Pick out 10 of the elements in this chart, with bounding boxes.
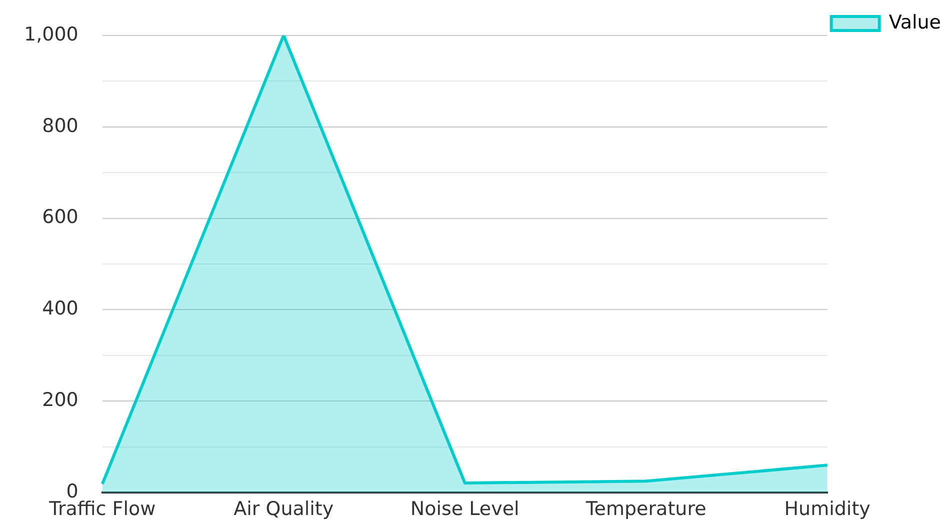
x-tick-label: Temperature <box>584 498 706 520</box>
x-tick-label: Air Quality <box>234 498 334 520</box>
y-tick-label: 800 <box>42 114 78 137</box>
y-tick-label: 400 <box>42 298 78 320</box>
legend-label: Value <box>888 11 942 34</box>
y-tick-label: 600 <box>42 206 78 228</box>
x-tick-label: Noise Level <box>410 498 520 520</box>
y-tick-label: 200 <box>42 389 78 412</box>
y-tick-label: 1,000 <box>24 23 78 46</box>
x-tick-label: Humidity <box>784 498 870 520</box>
